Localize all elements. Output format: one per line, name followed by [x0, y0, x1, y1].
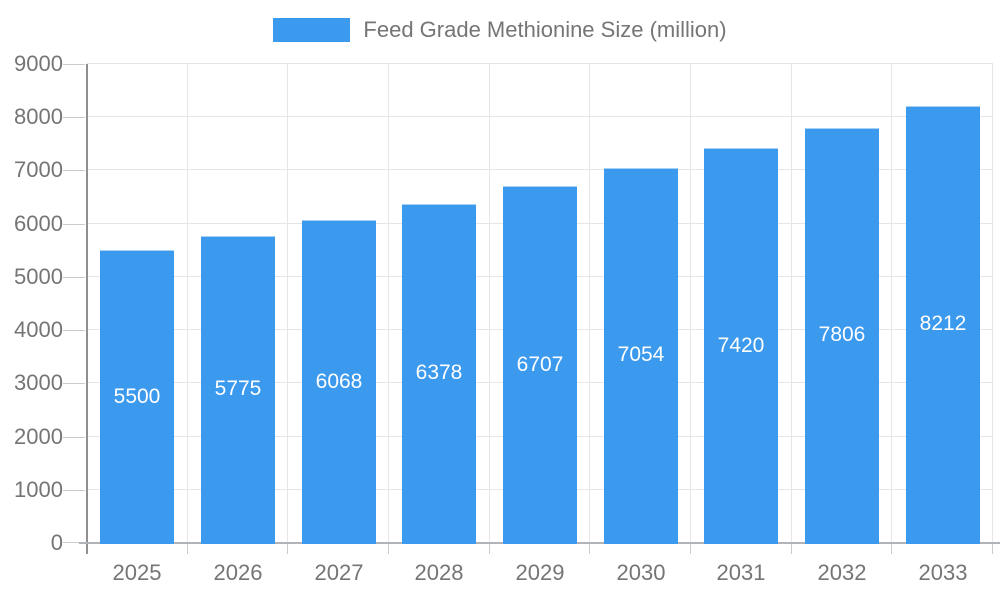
y-gridline	[87, 63, 993, 64]
y-tick-label: 1000	[14, 476, 63, 502]
y-axis-tick	[63, 64, 85, 65]
x-axis-tick	[187, 543, 188, 554]
y-tick-label: 6000	[14, 210, 63, 236]
y-axis-tick	[63, 330, 85, 332]
bar	[805, 128, 879, 544]
bar	[402, 204, 476, 544]
x-tick-label: 2028	[414, 560, 464, 585]
bar	[503, 186, 577, 544]
x-tick-label: 2033	[918, 560, 968, 585]
y-axis-line	[86, 64, 88, 554]
bar-value-label: 5775	[214, 377, 262, 400]
y-axis-tick	[63, 223, 85, 225]
y-axis-tick	[63, 117, 85, 119]
x-gridline	[287, 64, 288, 543]
y-tick-label: 2000	[14, 423, 63, 449]
y-axis-tick	[63, 489, 85, 491]
bar	[302, 220, 376, 544]
y-tick-label: 5000	[14, 263, 63, 289]
x-axis-tick	[388, 543, 389, 554]
x-gridline	[992, 64, 993, 543]
y-tick-label: 0	[50, 530, 63, 555]
y-axis-tick	[63, 383, 85, 385]
bar-value-label: 6378	[415, 361, 463, 384]
x-gridline	[489, 64, 490, 543]
x-tick-label: 2032	[817, 560, 867, 585]
bar-value-label: 6068	[315, 370, 363, 393]
x-axis-tick	[489, 543, 490, 554]
x-gridline	[589, 64, 590, 543]
y-tick-label: 7000	[14, 157, 63, 183]
bar	[100, 250, 174, 544]
x-tick-label: 2031	[716, 560, 766, 585]
chart-legend: Feed Grade Methionine Size (million)	[0, 17, 1000, 43]
y-gridline	[87, 116, 993, 118]
x-axis-tick	[690, 543, 691, 554]
y-tick-label: 4000	[14, 317, 63, 343]
x-gridline	[187, 64, 188, 543]
x-axis-tick	[891, 543, 892, 554]
x-axis-tick	[287, 543, 288, 554]
legend-label: Feed Grade Methionine Size (million)	[363, 17, 727, 42]
bar-value-label: 5500	[113, 385, 161, 408]
legend-swatch	[273, 18, 351, 42]
x-gridline	[690, 64, 691, 543]
x-gridline	[891, 64, 892, 543]
bar-value-label: 7054	[617, 343, 665, 366]
y-tick-label: 9000	[14, 51, 63, 76]
y-gridline	[87, 169, 993, 171]
y-axis-tick	[63, 170, 85, 172]
bar-value-label: 7806	[818, 323, 866, 346]
y-axis-tick	[63, 436, 85, 438]
bar	[604, 168, 678, 544]
x-gridline	[791, 64, 792, 543]
x-axis-tick	[589, 543, 590, 554]
y-tick-label: 8000	[14, 104, 63, 130]
bar	[201, 236, 275, 544]
plot-area: 0 1000 2000 3000 4000 5000 6000 7000 8000 9000 550…	[14, 51, 1000, 585]
x-axis-tick	[992, 543, 993, 554]
x-tick-label: 2025	[112, 560, 162, 585]
x-tick-label: 2026	[213, 560, 263, 585]
x-gridline	[388, 64, 389, 543]
x-tick-label: 2027	[314, 560, 364, 585]
bar	[704, 148, 778, 544]
bar-value-label: 8212	[919, 312, 967, 335]
x-tick-label: 2030	[616, 560, 666, 585]
bar	[906, 106, 980, 544]
y-tick-label: 3000	[14, 370, 63, 396]
x-tick-label: 2029	[515, 560, 565, 585]
bar-value-label: 7420	[717, 334, 765, 357]
y-axis-tick	[63, 542, 85, 543]
x-axis-tick	[791, 543, 792, 554]
y-axis-tick	[63, 276, 85, 278]
bar-value-label: 6707	[516, 353, 564, 376]
